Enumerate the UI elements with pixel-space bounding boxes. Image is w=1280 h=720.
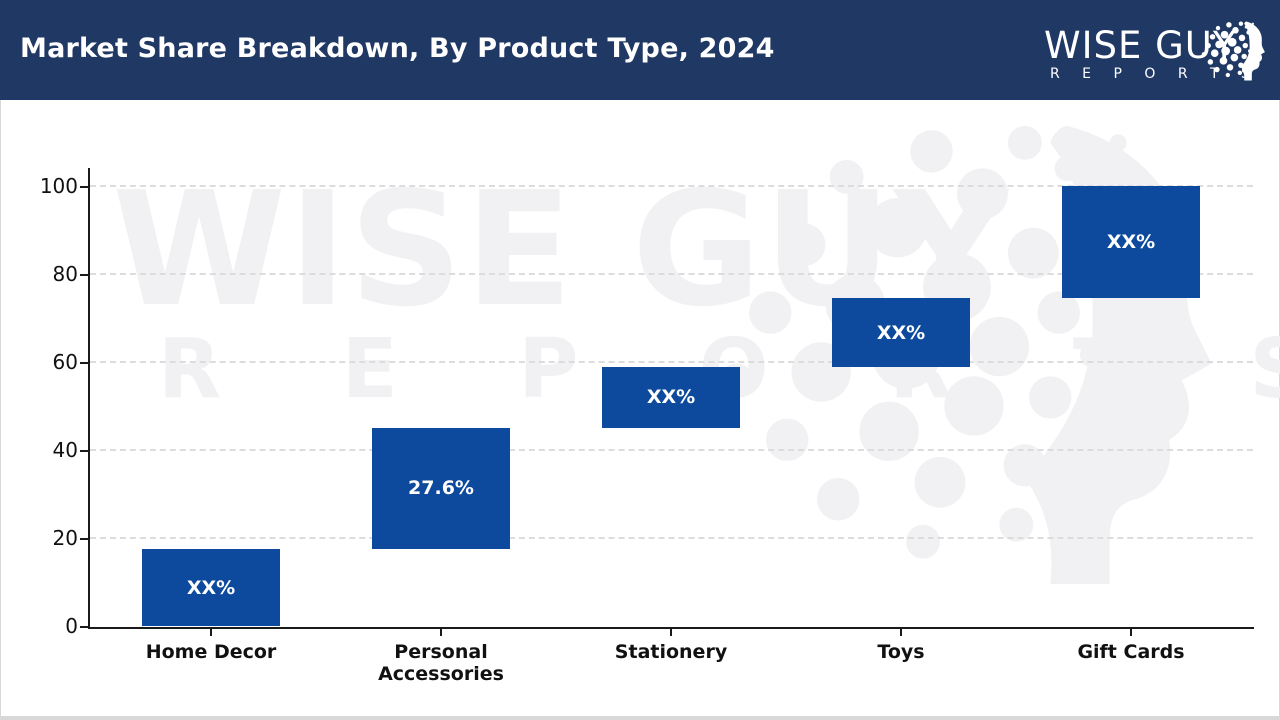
bar: XX%: [1062, 186, 1200, 299]
x-axis-label: Personal Accessories: [378, 641, 504, 686]
grid-line: [90, 449, 1253, 451]
logo-tagline: R E P O R T S: [1050, 66, 1259, 82]
grid-line: [90, 273, 1253, 275]
bar-value-label: XX%: [876, 321, 926, 344]
y-axis-tick: [80, 362, 88, 364]
y-tick-label: 60: [52, 350, 78, 374]
grid-line: [90, 361, 1253, 363]
x-axis-tick: [900, 628, 902, 636]
y-axis-tick: [80, 450, 88, 452]
y-tick-label: 40: [52, 438, 78, 462]
y-axis: [88, 168, 90, 628]
grid-line: [90, 537, 1253, 539]
header-bar: Market Share Breakdown, By Product Type,…: [0, 0, 1280, 100]
y-tick-label: 100: [39, 174, 78, 198]
y-axis-tick: [80, 186, 88, 188]
x-axis-tick: [670, 628, 672, 636]
y-tick-label: 80: [52, 262, 78, 286]
x-axis-label: Stationery: [614, 641, 728, 663]
x-axis-label: Toys: [877, 641, 925, 663]
x-axis-tick: [1130, 628, 1132, 636]
x-axis-label: Gift Cards: [1077, 641, 1185, 663]
bar: XX%: [602, 366, 740, 428]
bar: XX%: [832, 298, 970, 367]
grid-line: [90, 185, 1253, 187]
logo-name: WISE GUY: [1044, 24, 1237, 67]
bar-value-label: XX%: [186, 576, 236, 599]
bar-value-label: XX%: [646, 386, 696, 409]
y-axis-tick: [80, 626, 88, 628]
bar: 27.6%: [372, 427, 510, 549]
x-axis-label: Home Decor: [145, 641, 277, 663]
y-tick-label: 0: [65, 614, 78, 638]
bar-value-label: 27.6%: [408, 477, 474, 500]
y-tick-label: 20: [52, 526, 78, 550]
wiseguy-logo: WISE GUY R E P O R T S: [1016, 6, 1266, 96]
bar: XX%: [142, 549, 280, 626]
y-axis-tick: [80, 538, 88, 540]
x-axis-tick: [440, 628, 442, 636]
x-axis-tick: [210, 628, 212, 636]
chart-title: Market Share Breakdown, By Product Type,…: [20, 33, 775, 64]
bar-value-label: XX%: [1106, 231, 1156, 254]
y-axis-tick: [80, 274, 88, 276]
